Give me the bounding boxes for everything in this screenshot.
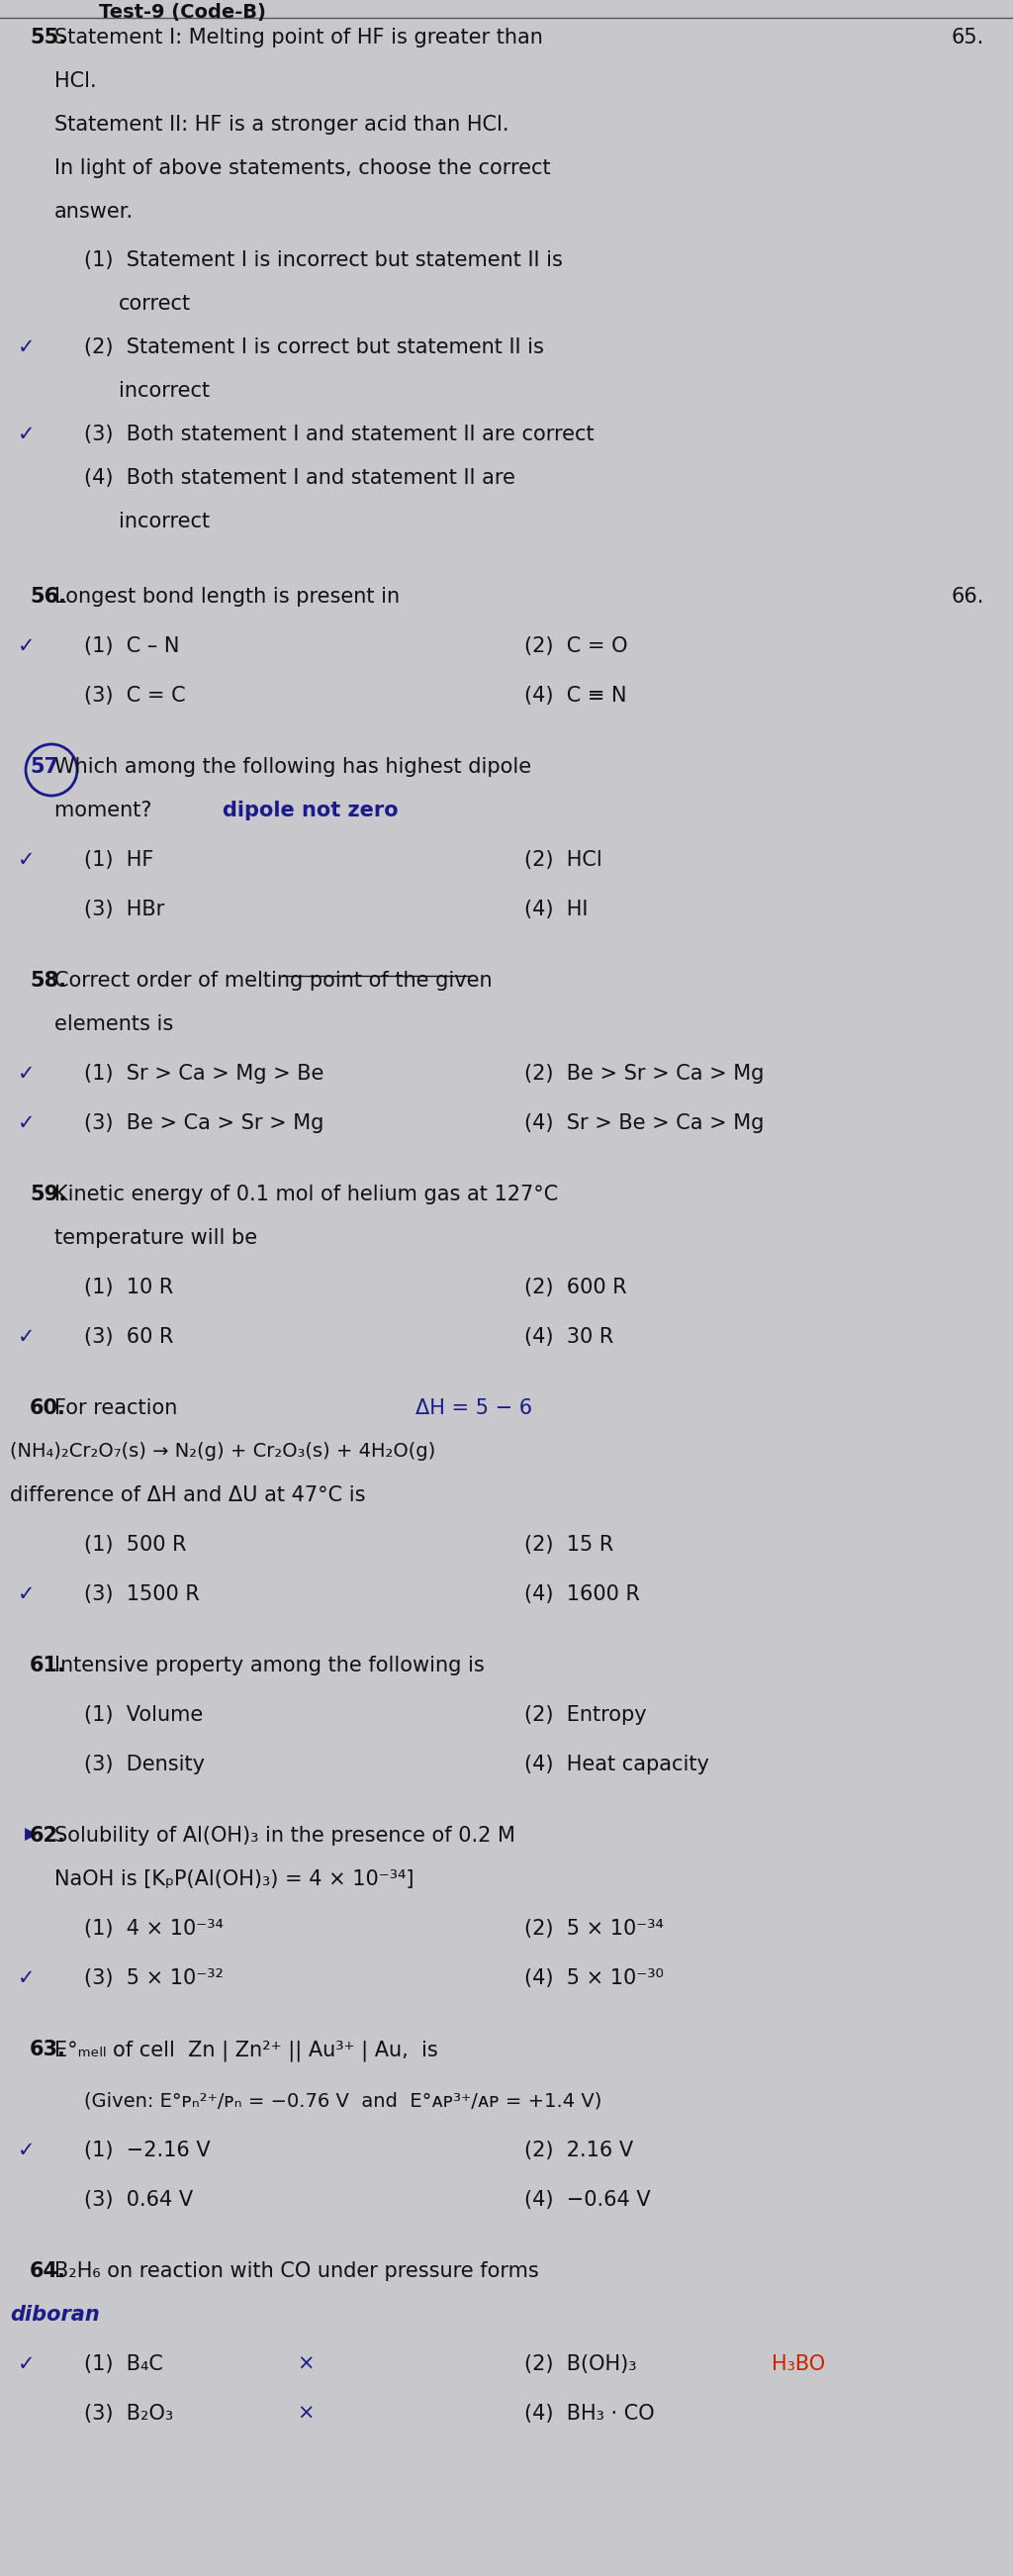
Text: ✓: ✓ [18, 2141, 35, 2161]
Text: (4)  C ≡ N: (4) C ≡ N [525, 685, 627, 706]
Text: (3)  Be > Ca > Sr > Mg: (3) Be > Ca > Sr > Mg [84, 1113, 324, 1133]
Text: ✓: ✓ [18, 1113, 35, 1133]
Text: (1)  10 R: (1) 10 R [84, 1278, 173, 1298]
Text: 59.: 59. [29, 1185, 67, 1206]
Text: (4)  BH₃ · CO: (4) BH₃ · CO [525, 2403, 654, 2424]
Text: H₃BO: H₃BO [772, 2354, 826, 2375]
Text: 64.: 64. [29, 2262, 66, 2282]
Text: (3)  Density: (3) Density [84, 1754, 205, 1775]
Text: (2)  Be > Sr > Ca > Mg: (2) Be > Sr > Ca > Mg [525, 1064, 764, 1084]
Text: (2)  HCl: (2) HCl [525, 850, 602, 871]
Text: 63.: 63. [29, 2040, 66, 2058]
Text: Statement I: Melting point of HF is greater than: Statement I: Melting point of HF is grea… [55, 28, 543, 46]
Text: moment?: moment? [55, 801, 165, 819]
Text: 58.: 58. [29, 971, 66, 992]
Text: (1)  B₄C: (1) B₄C [84, 2354, 163, 2375]
Text: ×: × [297, 2354, 314, 2375]
Text: (2)  Statement I is correct but statement II is: (2) Statement I is correct but statement… [84, 337, 544, 358]
Text: Statement II: HF is a stronger acid than HCl.: Statement II: HF is a stronger acid than… [55, 116, 509, 134]
Text: Test-9 (Code-B): Test-9 (Code-B) [99, 3, 266, 21]
Text: incorrect: incorrect [119, 513, 210, 531]
Text: 56.: 56. [29, 587, 66, 605]
Text: ✓: ✓ [18, 1327, 35, 1347]
Text: (1)  Statement I is incorrect but statement II is: (1) Statement I is incorrect but stateme… [84, 250, 563, 270]
Text: In light of above statements, choose the correct: In light of above statements, choose the… [55, 157, 551, 178]
Text: (1)  HF: (1) HF [84, 850, 154, 871]
Text: (4)  5 × 10⁻³⁰: (4) 5 × 10⁻³⁰ [525, 1968, 664, 1989]
Text: difference of ΔH and ΔU at 47°C is: difference of ΔH and ΔU at 47°C is [10, 1486, 366, 1504]
Text: Intensive property among the following is: Intensive property among the following i… [55, 1656, 484, 1674]
Text: (1)  4 × 10⁻³⁴: (1) 4 × 10⁻³⁴ [84, 1919, 224, 1940]
Text: 66.: 66. [951, 587, 985, 605]
Text: (3)  Both statement I and statement II are correct: (3) Both statement I and statement II ar… [84, 425, 595, 443]
Text: (4)  Heat capacity: (4) Heat capacity [525, 1754, 709, 1775]
Text: (2)  600 R: (2) 600 R [525, 1278, 627, 1298]
Text: dipole not zero: dipole not zero [223, 801, 398, 819]
Text: diboran: diboran [10, 2306, 99, 2324]
Text: ✓: ✓ [18, 425, 35, 443]
Text: (2)  2.16 V: (2) 2.16 V [525, 2141, 633, 2161]
Text: (3)  C = C: (3) C = C [84, 685, 185, 706]
Text: (4)  −0.64 V: (4) −0.64 V [525, 2190, 650, 2210]
Text: ✓: ✓ [18, 1968, 35, 1989]
Text: For reaction: For reaction [55, 1399, 177, 1419]
Text: (4)  Both statement I and statement II are: (4) Both statement I and statement II ar… [84, 469, 516, 487]
Text: incorrect: incorrect [119, 381, 210, 402]
Text: (2)  15 R: (2) 15 R [525, 1535, 614, 1556]
Text: (3)  1500 R: (3) 1500 R [84, 1584, 200, 1605]
Text: (4)  1600 R: (4) 1600 R [525, 1584, 640, 1605]
Text: answer.: answer. [55, 201, 134, 222]
Text: (4)  Sr > Be > Ca > Mg: (4) Sr > Be > Ca > Mg [525, 1113, 764, 1133]
Text: (Given: E°ᴘₙ²⁺/ᴘₙ = −0.76 V  and  E°ᴀᴘ³⁺/ᴀᴘ = +1.4 V): (Given: E°ᴘₙ²⁺/ᴘₙ = −0.76 V and E°ᴀᴘ³⁺/ᴀ… [84, 2092, 602, 2110]
Text: Solubility of Al(OH)₃ in the presence of 0.2 M: Solubility of Al(OH)₃ in the presence of… [55, 1826, 516, 1844]
Text: (1)  500 R: (1) 500 R [84, 1535, 186, 1556]
Text: (3)  0.64 V: (3) 0.64 V [84, 2190, 193, 2210]
Text: 65.: 65. [951, 28, 985, 46]
Text: (1)  Sr > Ca > Mg > Be: (1) Sr > Ca > Mg > Be [84, 1064, 324, 1084]
Text: 55.: 55. [29, 28, 67, 46]
Text: (3)  5 × 10⁻³²: (3) 5 × 10⁻³² [84, 1968, 224, 1989]
Text: ✓: ✓ [18, 1064, 35, 1084]
Text: ×: × [297, 2403, 314, 2424]
Text: ✓: ✓ [18, 850, 35, 871]
Text: (1)  −2.16 V: (1) −2.16 V [84, 2141, 211, 2161]
Text: Longest bond length is present in: Longest bond length is present in [55, 587, 400, 605]
Text: Correct order of melting point of the given: Correct order of melting point of the gi… [55, 971, 492, 992]
Text: (3)  B₂O₃: (3) B₂O₃ [84, 2403, 173, 2424]
Text: temperature will be: temperature will be [55, 1229, 257, 1247]
Text: HCl.: HCl. [55, 72, 96, 90]
Text: ✓: ✓ [18, 2354, 35, 2375]
Text: (1)  Volume: (1) Volume [84, 1705, 203, 1726]
Text: elements is: elements is [55, 1015, 173, 1033]
Text: Kinetic energy of 0.1 mol of helium gas at 127°C: Kinetic energy of 0.1 mol of helium gas … [55, 1185, 558, 1206]
Text: 57: 57 [29, 757, 59, 778]
Text: (2)  C = O: (2) C = O [525, 636, 628, 657]
Text: 61.: 61. [29, 1656, 66, 1674]
Text: ✓: ✓ [18, 1584, 35, 1605]
Text: (3)  60 R: (3) 60 R [84, 1327, 173, 1347]
Text: (NH₄)₂Cr₂O₇(s) → N₂(g) + Cr₂O₃(s) + 4H₂O(g): (NH₄)₂Cr₂O₇(s) → N₂(g) + Cr₂O₃(s) + 4H₂O… [10, 1443, 436, 1461]
Text: 60.: 60. [29, 1399, 66, 1419]
Text: 62.: 62. [29, 1826, 66, 1844]
Text: ✓: ✓ [18, 636, 35, 657]
Text: (3)  HBr: (3) HBr [84, 899, 164, 920]
Text: (4)  30 R: (4) 30 R [525, 1327, 614, 1347]
Text: ΔH = 5 − 6: ΔH = 5 − 6 [415, 1399, 533, 1419]
Text: Which among the following has highest dipole: Which among the following has highest di… [55, 757, 532, 778]
Text: (1)  C – N: (1) C – N [84, 636, 179, 657]
Text: ✓: ✓ [18, 337, 35, 358]
Text: (2)  B(OH)₃: (2) B(OH)₃ [525, 2354, 636, 2375]
Text: E°ₘₑₗₗ of cell  Zn | Zn²⁺ || Au³⁺ | Au,  is: E°ₘₑₗₗ of cell Zn | Zn²⁺ || Au³⁺ | Au, i… [55, 2040, 438, 2061]
Text: ▶: ▶ [24, 1826, 37, 1844]
Text: (4)  HI: (4) HI [525, 899, 588, 920]
Text: (2)  Entropy: (2) Entropy [525, 1705, 646, 1726]
Text: NaOH is [KₚP(Al(OH)₃) = 4 × 10⁻³⁴]: NaOH is [KₚP(Al(OH)₃) = 4 × 10⁻³⁴] [55, 1870, 414, 1888]
Text: correct: correct [119, 294, 191, 314]
Text: (2)  5 × 10⁻³⁴: (2) 5 × 10⁻³⁴ [525, 1919, 664, 1940]
Text: B₂H₆ on reaction with CO under pressure forms: B₂H₆ on reaction with CO under pressure … [55, 2262, 539, 2282]
